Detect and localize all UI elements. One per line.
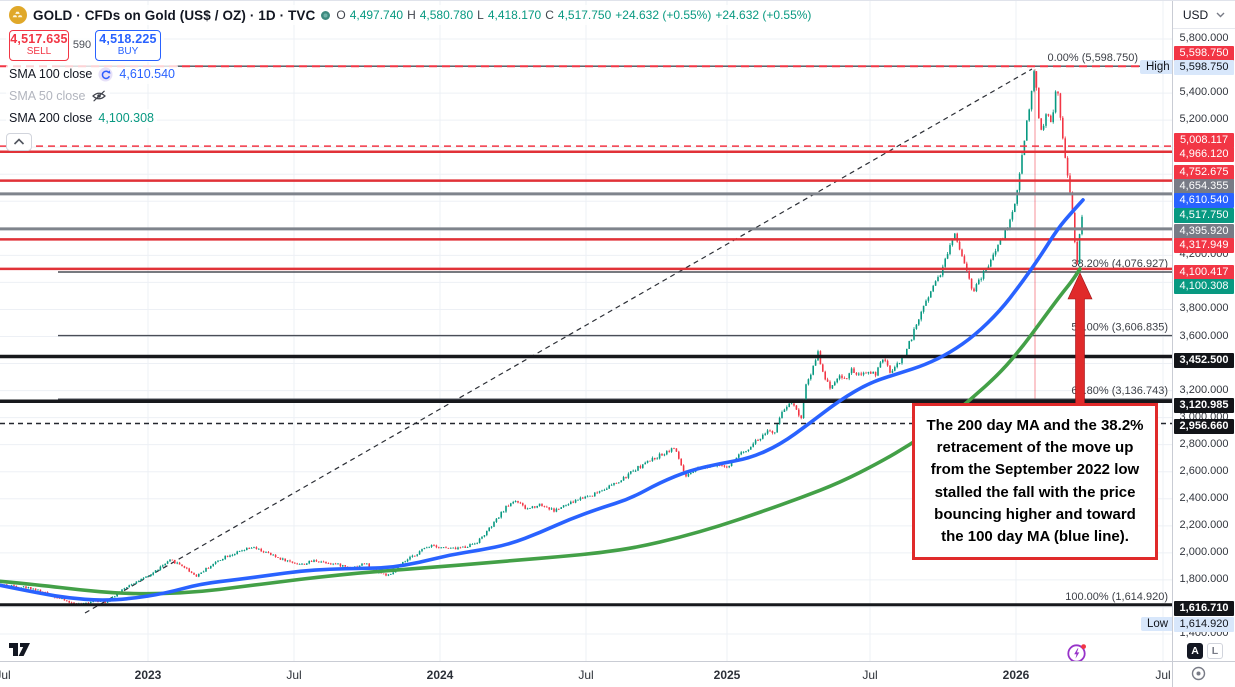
legend-collapse-button[interactable] [6, 132, 32, 151]
price-label-hl: 1,614.920 [1174, 616, 1234, 632]
loading-icon [98, 67, 113, 82]
price-label-green: 4,517.750 [1174, 207, 1234, 223]
price-tick: 2,600.000 [1179, 464, 1229, 477]
indicator-row-sma100[interactable]: SMA 100 close 4,610.540 [6, 64, 178, 84]
chevron-up-icon [13, 137, 25, 146]
buy-price: 4,518.225 [99, 32, 157, 46]
price-label-gray: 4,395.920 [1174, 223, 1234, 239]
time-tick: Jul [578, 668, 594, 682]
price-label-red: 5,008.117 [1174, 132, 1234, 148]
low-marker: Low [1141, 617, 1172, 631]
price-tick: 1,800.000 [1179, 572, 1229, 585]
fib-label: 38.20% (4,076.927) [1071, 258, 1168, 270]
low-value: 4,418.170 [487, 8, 542, 22]
annotation-text-drawing[interactable]: The 200 day MA and the 38.2% retracement… [912, 403, 1158, 561]
indicator-row-sma200[interactable]: SMA 200 close 4,100.308 [6, 108, 157, 128]
eye-slash-icon[interactable] [91, 88, 107, 104]
change-value: +24.632 (+0.55%) [615, 8, 712, 22]
grid [0, 1, 1172, 661]
price-tick: 3,800.000 [1179, 302, 1229, 315]
flash-boost-icon[interactable] [1066, 642, 1089, 661]
price-tick: 3,200.000 [1179, 383, 1229, 396]
fib-label: 50.00% (3,606.835) [1071, 322, 1168, 334]
price-chart[interactable]: 0.00% (5,598.750) 38.20% (4,076.927) 50.00… [0, 1, 1172, 661]
ohlc-readout: O 4,497.740 H 4,580.780 L 4,418.170 C 4,517.… [336, 8, 812, 22]
symbol-icon [9, 6, 27, 24]
price-label-red: 4,100.417 [1174, 264, 1234, 280]
price-tick: 2,400.000 [1179, 491, 1229, 504]
high-value: 4,580.780 [419, 8, 474, 22]
price-tick: 2,200.000 [1179, 518, 1229, 531]
open-value: 4,497.740 [349, 8, 404, 22]
chart-legend: GOLD · CFDs on Gold (US$ / OZ) · 1D · TV… [6, 5, 815, 151]
sell-button[interactable]: 4,517.635 SELL [9, 30, 69, 61]
price-label-gray: 4,654.355 [1174, 178, 1234, 194]
close-value: 4,517.750 [557, 8, 612, 22]
time-tick: 2023 [134, 668, 162, 682]
log-scale-button[interactable]: L [1207, 643, 1223, 659]
time-tick: 2026 [1002, 668, 1030, 682]
time-tick: Jul [1155, 668, 1171, 682]
horizontal-level-lines[interactable] [0, 65, 1172, 607]
fib-label: 100.00% (1,614.920) [1065, 591, 1168, 603]
price-label-blue: 4,610.540 [1174, 192, 1234, 208]
sell-price: 4,517.635 [10, 32, 68, 46]
price-tick: 5,200.000 [1179, 113, 1229, 126]
price-label-red: 5,598.750 [1174, 45, 1234, 61]
time-tick: 2025 [713, 668, 741, 682]
fib-retracement-drawing[interactable]: 0.00% (5,598.750) 38.20% (4,076.927) 50.00… [58, 52, 1172, 606]
trendline-drawing[interactable] [84, 68, 1033, 614]
change-value-2: +24.632 (+0.55%) [715, 8, 812, 22]
time-tick: Jul [286, 668, 302, 682]
currency-label: USD [1182, 7, 1209, 22]
time-tick: 2024 [426, 668, 454, 682]
price-label-hl: 5,598.750 [1174, 59, 1234, 75]
price-label-black: 2,956.660 [1174, 418, 1234, 434]
price-label-green: 4,100.308 [1174, 278, 1234, 294]
price-label-black: 1,616.710 [1174, 600, 1234, 616]
price-tick: 5,400.000 [1179, 86, 1229, 99]
timezone-settings-icon[interactable] [1191, 666, 1206, 686]
scale-mode-buttons: A L [1187, 643, 1223, 659]
time-axis[interactable]: Jul 2023 Jul 2024 Jul 2025 Jul 2026 Jul [0, 661, 1235, 687]
fib-label: 0.00% (5,598.750) [1047, 52, 1138, 64]
chevron-down-icon [1216, 12, 1225, 18]
spread-value: 590 [72, 39, 92, 52]
status-dot-icon[interactable] [321, 10, 331, 20]
price-label-red: 4,752.675 [1174, 164, 1234, 180]
fib-label: 61.80% (3,136.743) [1071, 385, 1168, 397]
price-tick: 5,800.000 [1179, 32, 1229, 44]
auto-scale-button[interactable]: A [1187, 643, 1203, 659]
sma200-line [0, 267, 1082, 596]
currency-selector[interactable]: USD [1173, 1, 1235, 29]
time-tick: Jul [862, 668, 878, 682]
chart-pane[interactable]: 0.00% (5,598.750) 38.20% (4,076.927) 50.00… [0, 1, 1172, 661]
sma100-line [0, 198, 1085, 602]
symbol-title[interactable]: GOLD · CFDs on Gold (US$ / OZ) · 1D · TV… [33, 7, 316, 23]
trade-panel: 4,517.635 SELL 590 4,518.225 BUY [6, 29, 164, 62]
tradingview-logo[interactable] [8, 642, 34, 661]
high-marker: High [1140, 60, 1172, 74]
sma100-value: 4,610.540 [119, 67, 175, 82]
buy-button[interactable]: 4,518.225 BUY [95, 30, 161, 61]
sma200-value: 4,100.308 [98, 111, 154, 126]
price-tick: 2,800.000 [1179, 437, 1229, 450]
symbol-row[interactable]: GOLD · CFDs on Gold (US$ / OZ) · 1D · TV… [6, 5, 815, 25]
price-scale[interactable]: USD 5,800.000 5,400.000 5,200.000 4,200.000… [1172, 1, 1235, 661]
axis-corner-divider [1172, 662, 1173, 687]
time-tick: Jul [0, 668, 11, 682]
price-tick: 3,600.000 [1179, 329, 1229, 342]
price-label-black: 3,120.985 [1174, 397, 1234, 413]
price-label-black: 3,452.500 [1174, 352, 1234, 368]
price-label-red: 4,966.120 [1174, 146, 1234, 162]
price-label-red: 4,317.949 [1174, 237, 1234, 253]
price-tick: 2,000.000 [1179, 545, 1229, 558]
indicator-row-sma50[interactable]: SMA 50 close [6, 86, 111, 106]
